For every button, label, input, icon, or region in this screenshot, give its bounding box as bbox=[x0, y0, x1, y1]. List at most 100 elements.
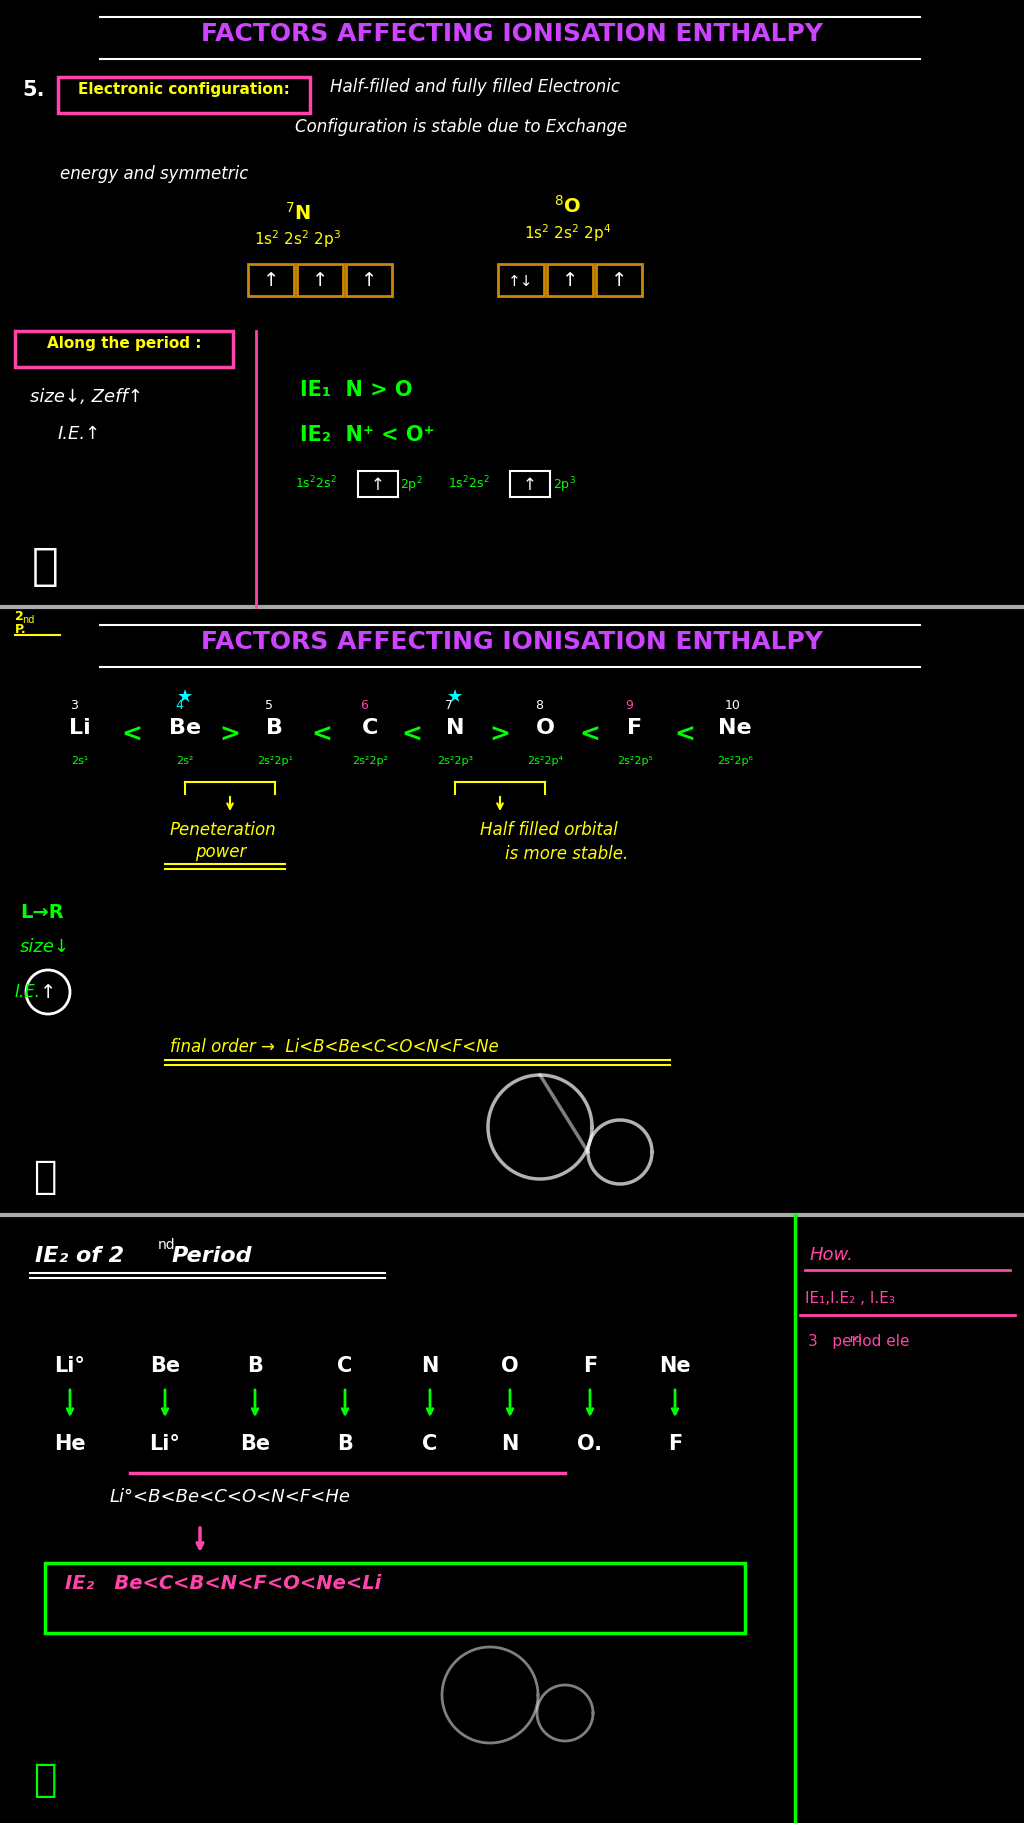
Text: P.: P. bbox=[15, 623, 27, 636]
Text: 2s²2p³: 2s²2p³ bbox=[437, 755, 473, 766]
Text: O.: O. bbox=[578, 1433, 602, 1453]
Bar bbox=[510, 472, 550, 498]
Text: ↑: ↑ bbox=[562, 272, 579, 290]
Text: >: > bbox=[219, 722, 241, 747]
Text: ✊: ✊ bbox=[34, 1759, 56, 1797]
Text: ↑: ↑ bbox=[40, 983, 56, 1003]
Text: 2p$^2$: 2p$^2$ bbox=[400, 474, 423, 494]
Text: $^8$O: $^8$O bbox=[554, 195, 582, 217]
Text: O: O bbox=[501, 1354, 519, 1375]
Text: 5.: 5. bbox=[22, 80, 44, 100]
Text: 1s$^2$2s$^2$: 1s$^2$2s$^2$ bbox=[449, 474, 489, 492]
Text: F: F bbox=[628, 718, 643, 738]
Text: F: F bbox=[583, 1354, 597, 1375]
Text: O: O bbox=[536, 718, 555, 738]
Text: B: B bbox=[266, 718, 284, 738]
Text: ↑: ↑ bbox=[610, 272, 627, 290]
Text: N: N bbox=[421, 1354, 438, 1375]
Text: 2s²: 2s² bbox=[176, 755, 194, 766]
Text: L→R: L→R bbox=[20, 902, 63, 921]
Text: energy and symmetric: energy and symmetric bbox=[60, 164, 249, 182]
Bar bbox=[596, 264, 642, 297]
Text: 2s²2p⁴: 2s²2p⁴ bbox=[527, 755, 563, 766]
Bar bbox=[346, 264, 392, 297]
Text: 2p$^3$: 2p$^3$ bbox=[553, 474, 575, 494]
Text: ✊: ✊ bbox=[34, 1158, 56, 1196]
Bar bbox=[498, 264, 544, 297]
Text: 2s²2p²: 2s²2p² bbox=[352, 755, 388, 766]
Text: 2s²2p⁶: 2s²2p⁶ bbox=[717, 755, 753, 766]
Text: <: < bbox=[401, 722, 423, 747]
Text: Be: Be bbox=[150, 1354, 180, 1375]
Text: N: N bbox=[445, 718, 464, 738]
Text: Half-filled and fully filled Electronic: Half-filled and fully filled Electronic bbox=[330, 78, 620, 97]
Text: ↑: ↑ bbox=[312, 272, 328, 290]
Text: Electronic configuration:: Electronic configuration: bbox=[78, 82, 290, 97]
Text: 8: 8 bbox=[535, 698, 543, 711]
Bar bbox=[15, 332, 233, 368]
Text: C: C bbox=[337, 1354, 352, 1375]
Bar bbox=[547, 264, 593, 297]
Text: ↑↓: ↑↓ bbox=[508, 273, 534, 288]
Text: Along the period :: Along the period : bbox=[47, 335, 202, 350]
Text: nd: nd bbox=[158, 1238, 176, 1251]
Text: ↑: ↑ bbox=[263, 272, 280, 290]
Text: power: power bbox=[195, 842, 247, 860]
Text: size↓: size↓ bbox=[20, 937, 70, 955]
Bar bbox=[45, 1562, 745, 1633]
Text: 3   period ele: 3 period ele bbox=[808, 1333, 909, 1349]
Text: 1s$^2$ 2s$^2$ 2p$^4$: 1s$^2$ 2s$^2$ 2p$^4$ bbox=[524, 222, 611, 244]
Text: Li°: Li° bbox=[150, 1433, 180, 1453]
Text: <: < bbox=[675, 722, 695, 747]
Text: nd: nd bbox=[22, 614, 35, 625]
Text: Peneteration: Peneteration bbox=[170, 820, 276, 839]
Text: 2s²2p⁵: 2s²2p⁵ bbox=[617, 755, 653, 766]
Text: 5: 5 bbox=[265, 698, 273, 711]
Bar bbox=[58, 78, 310, 113]
Text: Li°<B<Be<C<O<N<F<He: Li°<B<Be<C<O<N<F<He bbox=[110, 1488, 351, 1506]
Text: Ne: Ne bbox=[659, 1354, 691, 1375]
Text: >: > bbox=[489, 722, 510, 747]
Bar bbox=[358, 472, 398, 498]
Text: FACTORS AFFECTING IONISATION ENTHALPY: FACTORS AFFECTING IONISATION ENTHALPY bbox=[201, 22, 823, 46]
Text: 2: 2 bbox=[15, 609, 24, 623]
Text: is more stable.: is more stable. bbox=[505, 844, 629, 862]
Text: C: C bbox=[361, 718, 378, 738]
Text: final order →  Li<B<Be<C<O<N<F<Ne: final order → Li<B<Be<C<O<N<F<Ne bbox=[170, 1037, 499, 1056]
Text: He: He bbox=[54, 1433, 86, 1453]
Text: Be: Be bbox=[169, 718, 201, 738]
Text: Period: Period bbox=[172, 1245, 253, 1265]
Text: How.: How. bbox=[810, 1245, 854, 1263]
Text: FACTORS AFFECTING IONISATION ENTHALPY: FACTORS AFFECTING IONISATION ENTHALPY bbox=[201, 629, 823, 654]
Text: 2s²2p¹: 2s²2p¹ bbox=[257, 755, 293, 766]
Text: 3: 3 bbox=[70, 698, 78, 711]
Text: I.E.: I.E. bbox=[15, 983, 41, 1001]
Text: ↑: ↑ bbox=[371, 476, 385, 494]
Text: 1s$^2$2s$^2$: 1s$^2$2s$^2$ bbox=[295, 474, 337, 492]
Text: size↓, Zeff↑: size↓, Zeff↑ bbox=[30, 388, 143, 407]
Bar bbox=[248, 264, 294, 297]
Text: 7: 7 bbox=[445, 698, 453, 711]
Text: <: < bbox=[311, 722, 333, 747]
Text: 4: 4 bbox=[175, 698, 183, 711]
Text: IE₂  N⁺ < O⁺: IE₂ N⁺ < O⁺ bbox=[300, 425, 434, 445]
Text: Configuration is stable due to Exchange: Configuration is stable due to Exchange bbox=[295, 118, 628, 137]
Text: B: B bbox=[337, 1433, 353, 1453]
Text: 10: 10 bbox=[725, 698, 741, 711]
Text: Li: Li bbox=[70, 718, 91, 738]
Text: 6: 6 bbox=[360, 698, 368, 711]
Text: 2s¹: 2s¹ bbox=[72, 755, 89, 766]
Text: rd: rd bbox=[850, 1333, 861, 1344]
Text: 9: 9 bbox=[625, 698, 633, 711]
Text: I.E.↑: I.E.↑ bbox=[58, 425, 101, 443]
Text: IE₁  N > O: IE₁ N > O bbox=[300, 379, 413, 399]
Text: 1s$^2$ 2s$^2$ 2p$^3$: 1s$^2$ 2s$^2$ 2p$^3$ bbox=[254, 228, 342, 250]
Text: Half filled orbital: Half filled orbital bbox=[480, 820, 617, 839]
Text: F: F bbox=[668, 1433, 682, 1453]
Text: <: < bbox=[580, 722, 600, 747]
Text: ↑: ↑ bbox=[360, 272, 377, 290]
Text: Li°: Li° bbox=[54, 1354, 85, 1375]
Text: B: B bbox=[247, 1354, 263, 1375]
Text: <: < bbox=[122, 722, 142, 747]
Text: IE₂   Be<C<B<N<F<O<Ne<Li: IE₂ Be<C<B<N<F<O<Ne<Li bbox=[65, 1573, 381, 1591]
